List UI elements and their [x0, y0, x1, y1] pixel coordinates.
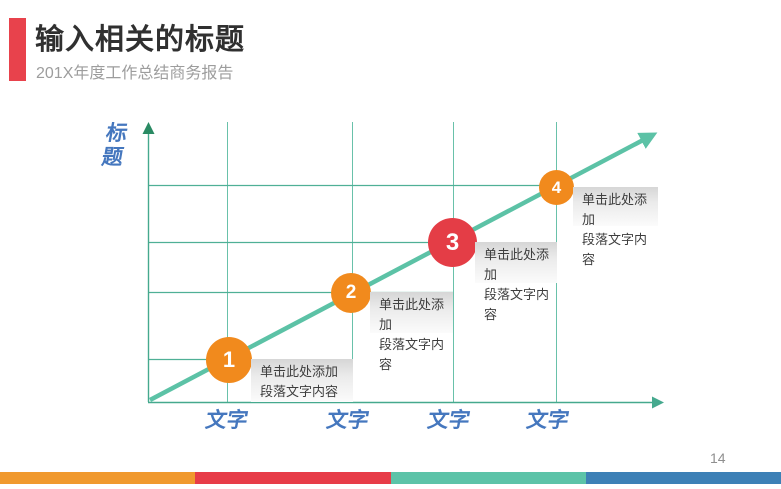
milestone-3-badge[interactable]: 3	[428, 218, 477, 267]
slide-title[interactable]: 输入相关的标题	[35, 24, 246, 56]
milestone-4-badge[interactable]: 4	[539, 170, 574, 205]
x-axis-label-1[interactable]: 文字	[203, 409, 250, 432]
caption-line: 段落文字内容	[260, 384, 339, 399]
milestone-2-badge[interactable]: 2	[331, 273, 371, 313]
slide-subtitle[interactable]: 201X年度工作总结商务报告	[36, 65, 234, 82]
milestone-2-caption[interactable]: 单击此处添加 段落文字内容	[370, 292, 453, 372]
footer-bar-segment-red	[195, 472, 391, 484]
footer-bar-segment-orange	[0, 472, 196, 484]
milestone-4-caption[interactable]: 单击此处添加 段落文字内容	[573, 187, 658, 267]
title-accent-bar	[9, 18, 26, 81]
caption-line: 单击此处添加	[379, 297, 445, 332]
x-axis-label-3[interactable]: 文字	[425, 409, 472, 432]
footer-color-bar	[0, 472, 781, 484]
milestone-3-caption[interactable]: 单击此处添加 段落文字内容	[475, 242, 557, 322]
caption-line: 单击此处添加	[260, 364, 339, 379]
x-axis-label-2[interactable]: 文字	[324, 409, 371, 432]
x-axis-label-4[interactable]: 文字	[524, 409, 571, 432]
caption-line: 段落文字内容	[582, 232, 648, 267]
milestone-1-badge[interactable]: 1	[206, 337, 252, 383]
page-number: 14	[710, 450, 726, 466]
caption-line: 段落文字内容	[379, 337, 445, 372]
footer-bar-segment-teal	[390, 472, 586, 484]
milestone-1-caption[interactable]: 单击此处添加 段落文字内容	[251, 359, 353, 402]
footer-bar-segment-blue	[585, 472, 781, 484]
caption-line: 段落文字内容	[484, 287, 550, 322]
caption-line: 单击此处添加	[484, 247, 550, 282]
caption-line: 单击此处添加	[582, 192, 648, 227]
